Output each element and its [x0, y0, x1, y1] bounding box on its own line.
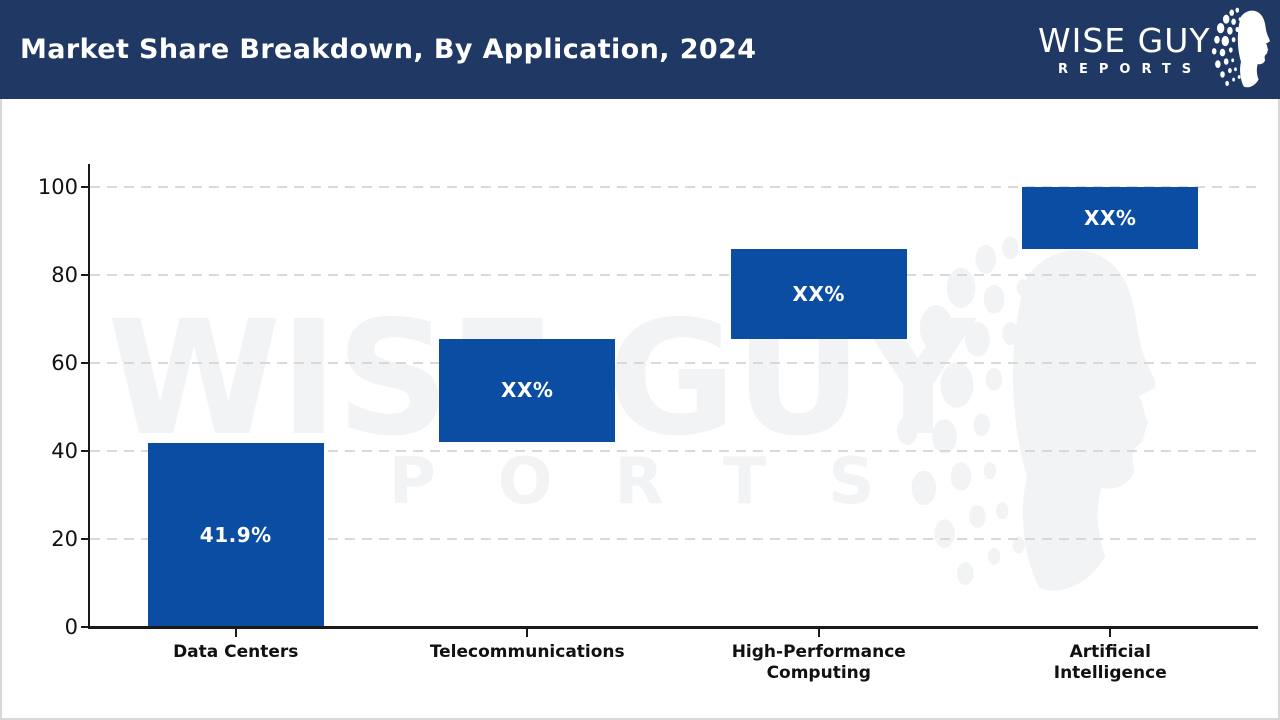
x-category-label: Data Centers	[173, 642, 299, 662]
bar-2: XX%	[730, 249, 907, 339]
y-tick-label: 0	[64, 615, 78, 639]
y-tick-20	[81, 538, 90, 540]
x-axis-line	[88, 626, 1258, 629]
x-tick-2	[817, 628, 820, 637]
page-title: Market Share Breakdown, By Application, …	[20, 34, 757, 65]
y-tick-100	[81, 186, 90, 188]
watermark-head-icon	[897, 236, 1156, 591]
gridline-60	[90, 362, 1256, 364]
gridline-20	[90, 538, 1256, 540]
y-tick-40	[81, 450, 90, 452]
bar-1: XX%	[439, 338, 616, 443]
y-tick-label: 100	[37, 175, 78, 199]
logo-subtext: REPORTS	[1058, 62, 1203, 77]
logo-wordmark: WISE GUY	[1038, 21, 1211, 60]
bar-3: XX%	[1022, 187, 1199, 250]
chart-panel: WISE GUY REPORTS 0 20 40 60 80 100 41.9% Data C…	[0, 99, 1280, 720]
y-tick-80	[81, 274, 90, 276]
bar-value-label: XX%	[501, 378, 554, 403]
y-tick-label: 60	[51, 351, 78, 375]
y-axis-line	[88, 164, 90, 629]
x-tick-0	[234, 628, 237, 637]
bar-0: 41.9%	[147, 442, 324, 627]
y-tick-label: 40	[51, 439, 78, 463]
y-tick-label: 20	[51, 527, 78, 551]
gridline-100	[90, 186, 1256, 188]
x-category-label: Artificial Intelligence	[1053, 642, 1167, 683]
x-category-label: Telecommunications	[429, 642, 625, 662]
bar-value-label: XX%	[792, 282, 845, 307]
x-category-label: High-Performance Computing	[731, 642, 906, 683]
y-tick-60	[81, 362, 90, 364]
header-bar: Market Share Breakdown, By Application, …	[0, 0, 1280, 99]
bar-value-label: 41.9%	[199, 522, 272, 547]
bar-value-label: XX%	[1084, 206, 1137, 231]
x-tick-1	[526, 628, 529, 637]
wise-guy-head-logo-icon	[1211, 7, 1270, 88]
gridline-40	[90, 450, 1256, 452]
gridline-80	[90, 274, 1256, 276]
x-tick-3	[1109, 628, 1112, 637]
y-tick-label: 80	[51, 263, 78, 287]
y-tick-0	[81, 626, 90, 628]
